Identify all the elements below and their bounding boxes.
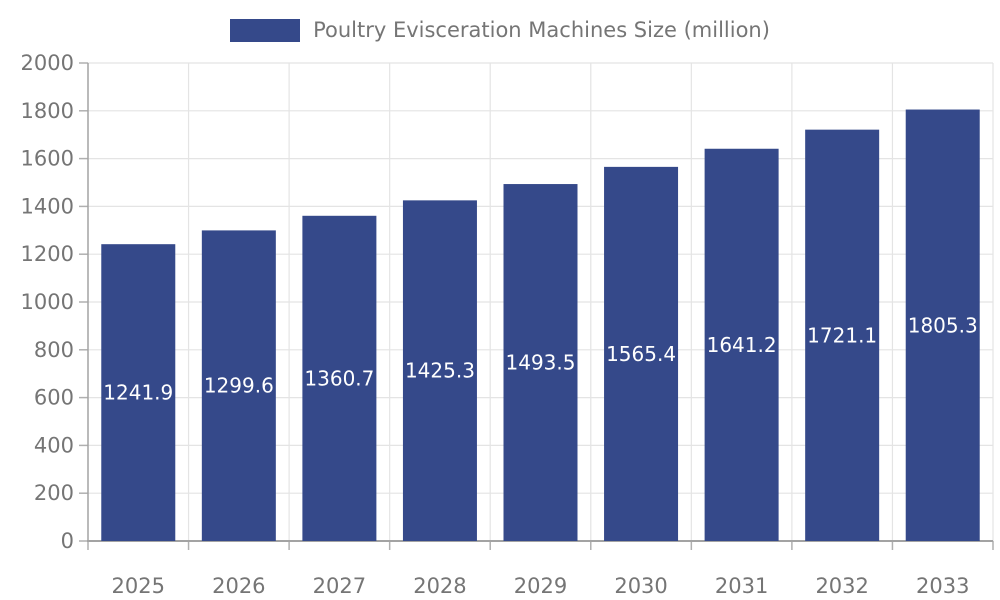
bar-value-label: 1241.9 xyxy=(103,381,173,405)
y-tick-label: 0 xyxy=(61,529,74,553)
x-tick-label: 2027 xyxy=(313,574,366,598)
bar-value-label: 1721.1 xyxy=(807,323,877,347)
bar-value-label: 1493.5 xyxy=(506,351,576,375)
y-tick-label: 1200 xyxy=(21,242,74,266)
y-tick-label: 800 xyxy=(34,338,74,362)
y-tick-label: 1000 xyxy=(21,290,74,314)
bar-2026[interactable] xyxy=(201,230,276,541)
x-tick-label: 2031 xyxy=(715,574,768,598)
x-tick-label: 2032 xyxy=(815,574,868,598)
bar-value-label: 1360.7 xyxy=(304,366,374,390)
y-tick-label: 200 xyxy=(34,481,74,505)
x-tick-label: 2025 xyxy=(112,574,165,598)
x-tick-label: 2033 xyxy=(916,574,969,598)
bar-2029[interactable] xyxy=(503,184,578,541)
bar-2032[interactable] xyxy=(805,129,880,541)
bar-value-label: 1299.6 xyxy=(204,374,274,398)
bar-2028[interactable] xyxy=(402,200,477,541)
bar-2030[interactable] xyxy=(604,166,679,542)
legend[interactable]: Poultry Evisceration Machines Size (mill… xyxy=(0,19,1000,42)
bar-2027[interactable] xyxy=(302,215,377,541)
y-tick-label: 1400 xyxy=(21,194,74,218)
bar-value-label: 1425.3 xyxy=(405,359,475,383)
x-tick-label: 2028 xyxy=(413,574,466,598)
y-tick-label: 1800 xyxy=(21,99,74,123)
y-tick-label: 1600 xyxy=(21,147,74,171)
x-tick-label: 2026 xyxy=(212,574,265,598)
bar-value-label: 1805.3 xyxy=(908,313,978,337)
bar-2033[interactable] xyxy=(905,109,980,542)
bar-2031[interactable] xyxy=(704,148,779,541)
legend-swatch[interactable] xyxy=(230,19,301,42)
bar-2025[interactable] xyxy=(101,244,176,541)
y-tick-label: 600 xyxy=(34,386,74,410)
x-tick-label: 2030 xyxy=(614,574,667,598)
y-tick-label: 2000 xyxy=(21,51,74,75)
x-tick-label: 2029 xyxy=(514,574,567,598)
bar-value-label: 1641.2 xyxy=(707,333,777,357)
legend-label: Poultry Evisceration Machines Size (mill… xyxy=(313,18,770,42)
y-tick-label: 400 xyxy=(34,433,74,457)
bar-value-label: 1565.4 xyxy=(606,342,676,366)
